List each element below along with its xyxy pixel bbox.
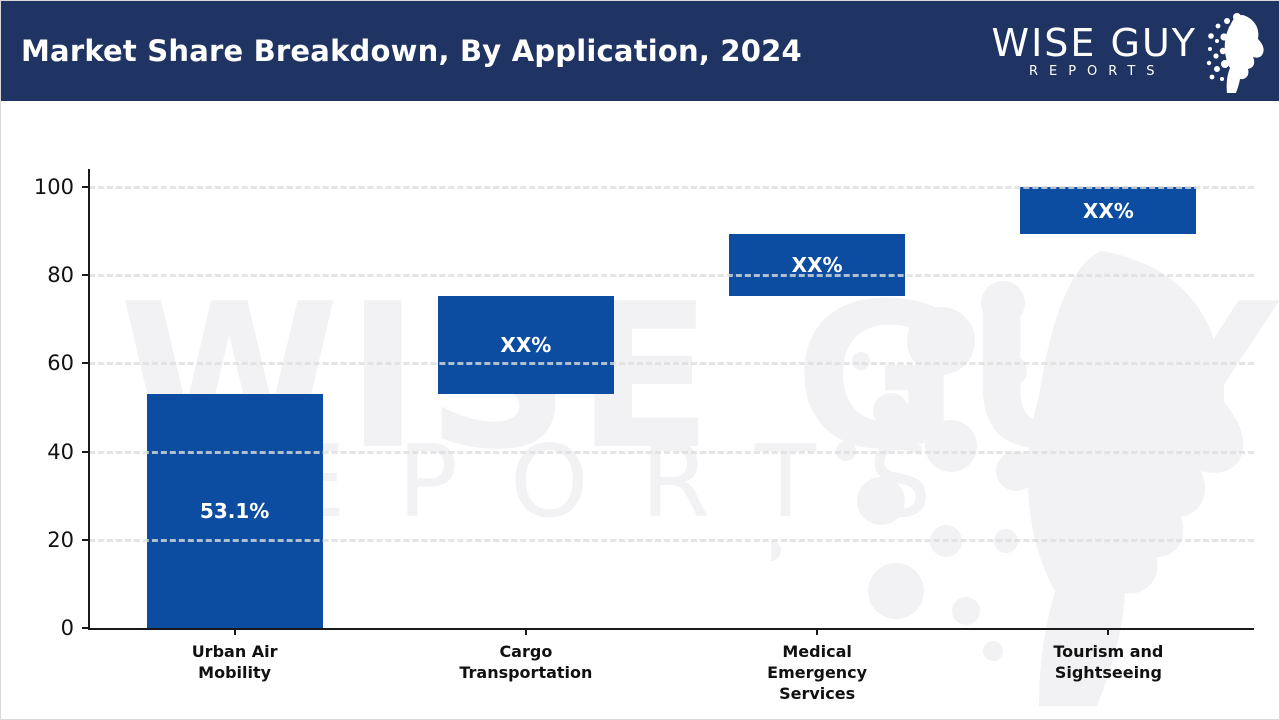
market-share-bar: XX% bbox=[1020, 187, 1197, 235]
y-axis-tick bbox=[82, 362, 89, 365]
y-axis-tick bbox=[82, 538, 89, 541]
y-axis-tick bbox=[82, 627, 89, 629]
y-axis-tick-label: 40 bbox=[47, 439, 74, 464]
category-label: Tourism and Sightseeing bbox=[1053, 642, 1164, 682]
chart-title: Market Share Breakdown, By Application, … bbox=[21, 34, 802, 68]
wiseguy-logo: WISE GUY REPORTS bbox=[992, 9, 1265, 93]
logo-subtitle: REPORTS bbox=[1028, 63, 1166, 79]
y-axis-tick-label: 60 bbox=[47, 351, 74, 376]
logo-wordmark: WISE GUY bbox=[991, 20, 1197, 65]
x-axis-tick bbox=[1107, 628, 1110, 635]
market-share-bar: XX% bbox=[437, 296, 614, 394]
y-axis-tick-label: 100 bbox=[33, 175, 74, 199]
y-axis-tick-label: 20 bbox=[47, 527, 74, 552]
x-axis-line bbox=[88, 628, 1254, 630]
category-label: Medical Emergency Services bbox=[767, 642, 868, 703]
y-axis-tick bbox=[82, 274, 89, 277]
y-axis-tick-label: 80 bbox=[47, 263, 74, 288]
gridline bbox=[89, 450, 1254, 454]
y-axis-tick bbox=[82, 450, 89, 453]
x-axis-tick bbox=[816, 628, 819, 635]
gridline bbox=[89, 362, 1254, 366]
header-bar: Market Share Breakdown, By Application, … bbox=[1, 1, 1279, 101]
chart-area: WISE GUY REPORTS 0 20 40 60 80 100 53.1% Urban … bbox=[1, 101, 1279, 719]
category-label: Cargo Transportation bbox=[459, 642, 593, 682]
market-share-bar: XX% bbox=[729, 234, 906, 297]
bar-value-label: XX% bbox=[1082, 198, 1134, 223]
category-label: Urban Air Mobility bbox=[191, 642, 278, 682]
gridline bbox=[89, 538, 1254, 542]
bar-value-label: XX% bbox=[791, 253, 843, 278]
bar-value-label: XX% bbox=[500, 333, 552, 358]
x-axis-tick bbox=[233, 628, 236, 635]
market-share-bar: 53.1% bbox=[146, 393, 323, 628]
y-axis-line bbox=[88, 169, 90, 630]
y-axis-tick bbox=[82, 186, 89, 188]
y-axis-tick-label: 0 bbox=[60, 616, 74, 640]
bar-value-label: 53.1% bbox=[199, 498, 270, 523]
logo-face-icon bbox=[1206, 13, 1264, 93]
gridline bbox=[89, 274, 1254, 278]
x-axis-tick bbox=[524, 628, 527, 635]
gridline bbox=[89, 186, 1254, 189]
